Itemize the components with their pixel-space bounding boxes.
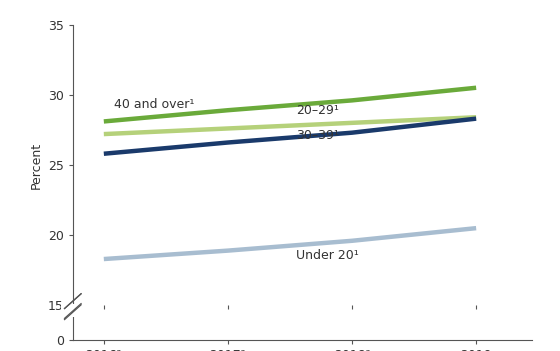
Text: 30–39¹: 30–39¹ (296, 129, 339, 142)
Text: 20–29¹: 20–29¹ (296, 104, 339, 118)
Bar (61, 304, 80, 317)
Y-axis label: Percent: Percent (29, 141, 43, 188)
Text: Under 20¹: Under 20¹ (296, 249, 359, 262)
Text: 40 and over¹: 40 and over¹ (114, 98, 194, 111)
